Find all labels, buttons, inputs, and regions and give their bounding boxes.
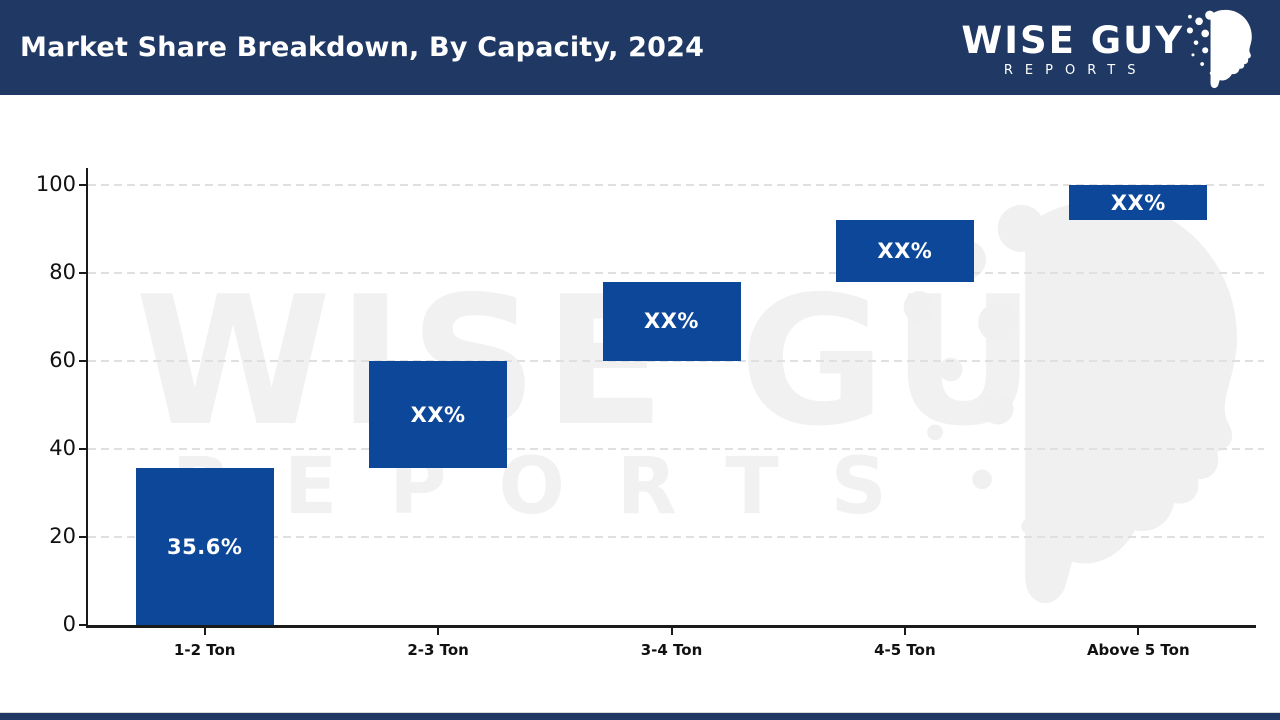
watermark-reports-text: REPORTS — [172, 442, 939, 532]
watermark-head-icon — [903, 201, 1238, 604]
chart-area: 0 20 40 60 80 100 35.6% 1-2 Ton XX% 2-3 Ton XX% 3-4… — [0, 95, 1280, 712]
y-tick-label-80: 80 — [49, 260, 76, 284]
bar-1-2-ton: 35.6% — [135, 468, 274, 625]
bar-value-label: XX% — [877, 238, 933, 263]
logo-wordmark-line1: WISE GUY — [961, 18, 1184, 62]
y-tick-label-60: 60 — [49, 348, 76, 372]
y-tick-label-40: 40 — [49, 436, 76, 460]
x-tick-label-3: 4-5 Ton — [874, 641, 936, 659]
bar-2-3-ton: XX% — [369, 361, 508, 469]
y-tick-mark-80 — [79, 272, 87, 274]
y-axis — [86, 168, 88, 627]
y-tick-label-20: 20 — [49, 524, 76, 548]
y-tick-label-100: 100 — [35, 172, 76, 196]
x-tick-mark-0 — [203, 627, 206, 635]
y-tick-label-0: 0 — [62, 612, 76, 636]
gridline-20 — [88, 536, 1264, 538]
bar-value-label: XX% — [1110, 190, 1166, 215]
logo-wordmark-line2: REPORTS — [1003, 62, 1148, 78]
x-tick-label-0: 1-2 Ton — [173, 641, 236, 659]
bar-value-label: XX% — [644, 309, 699, 334]
page-title: Market Share Breakdown, By Capacity, 202… — [20, 32, 705, 63]
x-tick-label-1: 2-3 Ton — [407, 641, 469, 659]
brand-logo: WISE GUY REPORTS — [961, 6, 1266, 90]
y-tick-mark-0 — [79, 624, 87, 626]
footer-bar — [0, 712, 1280, 720]
x-tick-mark-3 — [903, 627, 906, 635]
y-tick-mark-40 — [79, 448, 87, 450]
logo-wordmark: WISE GUY REPORTS — [961, 19, 1184, 78]
gridline-80 — [88, 272, 1264, 274]
bar-3-4-ton: XX% — [602, 281, 741, 361]
x-tick-mark-4 — [1137, 627, 1140, 635]
bar-above-5-ton: XX% — [1069, 185, 1208, 221]
logo-head-icon — [1186, 9, 1252, 89]
header-bar: Market Share Breakdown, By Capacity, 202… — [0, 0, 1280, 95]
x-tick-label-2: 3-4 Ton — [640, 641, 703, 659]
bar-value-label: 35.6% — [167, 534, 243, 559]
x-tick-label-4: Above 5 Ton — [1086, 641, 1190, 659]
y-tick-mark-20 — [79, 536, 87, 538]
x-axis — [86, 625, 1256, 628]
y-tick-mark-100 — [79, 184, 87, 186]
gridline-100 — [88, 184, 1264, 186]
gridline-40 — [88, 448, 1264, 450]
x-tick-mark-1 — [437, 627, 440, 635]
bar-value-label: XX% — [410, 402, 466, 427]
x-tick-mark-2 — [670, 627, 673, 635]
bar-4-5-ton: XX% — [835, 220, 974, 282]
y-tick-mark-60 — [79, 360, 87, 362]
gridline-60 — [88, 360, 1264, 362]
